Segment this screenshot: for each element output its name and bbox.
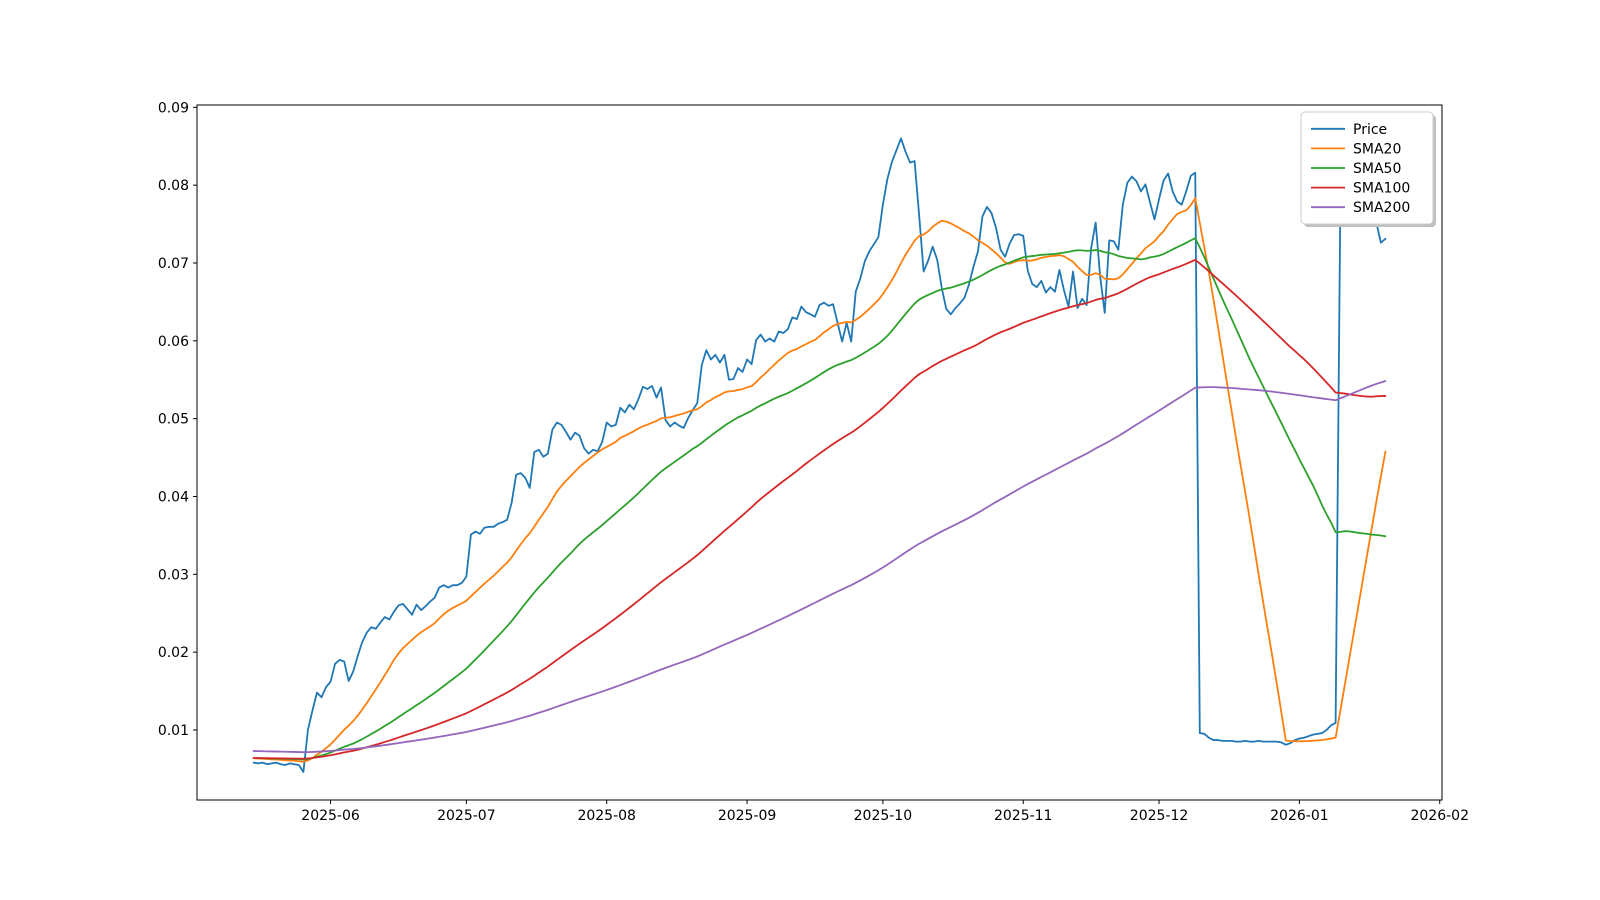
series-line-sma100 xyxy=(252,258,1387,760)
legend-label-sma200: SMA200 xyxy=(1353,200,1410,216)
x-tick-label: 2025-12 xyxy=(1130,808,1189,824)
x-tick-label: 2025-09 xyxy=(718,808,777,824)
x-tick-label: 2026-02 xyxy=(1410,808,1469,824)
series-line-price xyxy=(252,137,1387,773)
y-tick-label: 0.04 xyxy=(158,489,189,505)
y-tick-label: 0.02 xyxy=(158,645,189,661)
legend-label-sma100: SMA100 xyxy=(1353,181,1410,197)
y-tick-label: 0.09 xyxy=(158,100,189,116)
y-tick-label: 0.05 xyxy=(158,412,189,428)
y-tick-label: 0.07 xyxy=(158,256,189,272)
y-tick-label: 0.03 xyxy=(158,567,189,583)
x-tick-label: 2025-06 xyxy=(301,808,360,824)
x-tick-label: 2026-01 xyxy=(1270,808,1329,824)
series-line-sma20 xyxy=(252,197,1387,763)
series-line-sma50 xyxy=(252,237,1387,761)
x-tick-label: 2025-10 xyxy=(854,808,913,824)
legend-label-sma20: SMA20 xyxy=(1353,141,1401,157)
chart-plot-area xyxy=(196,104,1443,801)
x-tick-label: 2025-11 xyxy=(994,808,1053,824)
y-tick-label: 0.01 xyxy=(158,723,189,739)
x-tick-label: 2025-07 xyxy=(437,808,496,824)
legend-label-sma50: SMA50 xyxy=(1353,161,1401,177)
legend-label-price: Price xyxy=(1353,122,1387,138)
y-tick-label: 0.08 xyxy=(158,178,189,194)
series-line-sma200 xyxy=(252,380,1387,754)
legend-box xyxy=(1300,111,1434,225)
x-tick-label: 2025-08 xyxy=(577,808,636,824)
y-tick-label: 0.06 xyxy=(158,334,189,350)
